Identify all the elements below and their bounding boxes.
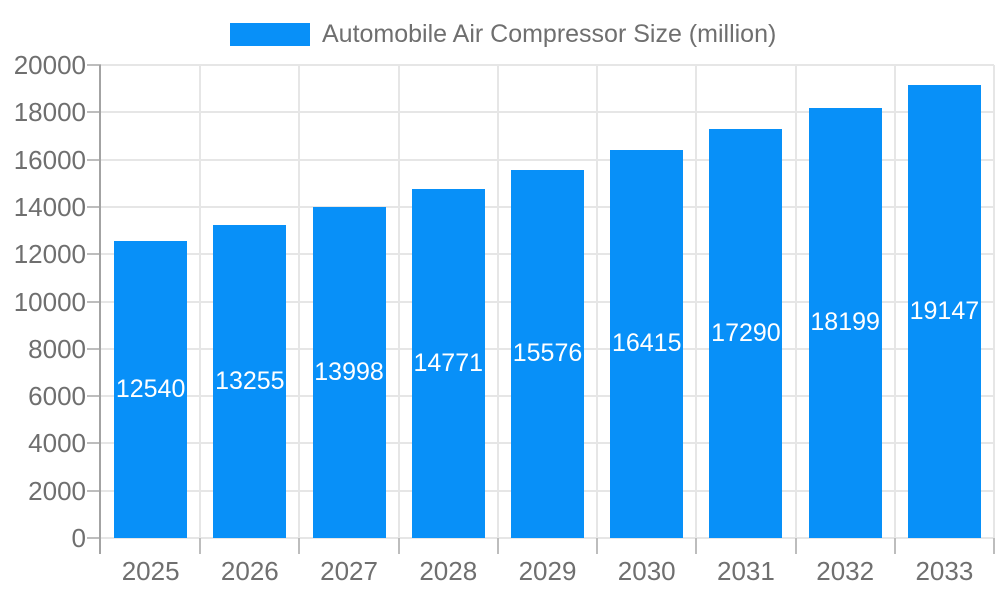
y-axis-tick-label: 20000 <box>13 50 86 80</box>
bar-value-label: 15576 <box>512 339 583 368</box>
x-axis-tick-label: 2028 <box>419 556 478 586</box>
x-gridline <box>496 65 499 538</box>
bar-value-label: 19147 <box>909 297 980 326</box>
bar[interactable]: 17290 <box>709 129 783 538</box>
y-axis-tick <box>87 205 101 208</box>
y-axis-tick-label: 4000 <box>28 428 86 459</box>
x-axis-tick-label: 2033 <box>915 556 974 586</box>
bar-value-label: 13998 <box>314 357 384 386</box>
legend-label: Automobile Air Compressor Size (million) <box>322 20 777 48</box>
x-gridline <box>794 65 797 538</box>
x-axis-tick-label: 2027 <box>320 556 378 586</box>
y-axis-tick <box>87 111 101 114</box>
x-axis-tick <box>199 538 202 554</box>
y-axis-tick <box>87 158 101 161</box>
x-gridline <box>199 65 202 538</box>
x-axis-tick-label: 2032 <box>816 556 875 586</box>
y-axis-tick-label: 8000 <box>28 333 86 364</box>
x-axis-tick <box>397 538 400 554</box>
x-axis-tick <box>993 538 995 554</box>
x-axis-tick-label: 2031 <box>717 556 775 586</box>
y-axis-tick <box>87 347 101 350</box>
bar[interactable]: 18199 <box>808 107 882 538</box>
bar[interactable]: 12540 <box>114 241 188 538</box>
x-gridline <box>893 65 896 538</box>
x-axis-tick <box>496 538 499 554</box>
bar-value-label: 14771 <box>413 348 484 377</box>
y-axis-tick-label: 0 <box>71 523 86 553</box>
y-axis-tick <box>87 537 101 539</box>
x-axis-tick <box>695 538 698 554</box>
x-gridline <box>993 65 995 538</box>
x-axis-tick-label: 2029 <box>518 556 577 586</box>
x-axis-tick <box>794 538 797 554</box>
y-axis-tick-label: 10000 <box>13 286 86 317</box>
x-gridline <box>695 65 698 538</box>
x-axis-tick-label: 2026 <box>220 556 279 586</box>
bar[interactable]: 19147 <box>907 85 981 538</box>
x-axis-tick <box>893 538 896 554</box>
bar[interactable]: 13255 <box>213 224 287 538</box>
y-axis-tick-label: 14000 <box>13 191 86 222</box>
y-axis-tick-label: 18000 <box>13 97 86 128</box>
y-axis-tick-label: 6000 <box>28 381 86 412</box>
y-gridline <box>101 111 994 114</box>
x-axis-tick <box>298 538 301 554</box>
y-axis-tick <box>87 395 101 398</box>
y-axis-tick <box>87 64 101 66</box>
bar-value-label: 18199 <box>810 308 880 337</box>
bar-value-label: 13255 <box>215 366 285 395</box>
x-axis-tick-label: 2025 <box>121 556 180 586</box>
x-gridline <box>397 65 400 538</box>
legend-swatch-icon <box>230 23 310 46</box>
y-gridline <box>101 537 994 539</box>
y-axis-tick <box>87 300 101 303</box>
bar[interactable]: 14771 <box>411 188 485 538</box>
y-axis-tick <box>87 489 101 492</box>
y-axis-tick-label: 2000 <box>28 475 86 506</box>
x-axis-tick <box>596 538 599 554</box>
x-axis-tick-label: 2030 <box>617 556 676 586</box>
bar[interactable]: 13998 <box>312 206 386 538</box>
bar-value-label: 12540 <box>115 375 186 404</box>
y-gridline <box>101 64 994 66</box>
y-axis-tick-label: 16000 <box>13 144 86 175</box>
bar-value-label: 17290 <box>711 319 781 348</box>
y-axis-tick-label: 12000 <box>13 239 86 270</box>
y-gridline <box>101 158 994 161</box>
x-gridline <box>596 65 599 538</box>
bar[interactable]: 15576 <box>511 169 584 538</box>
x-gridline <box>298 65 301 538</box>
bar-value-label: 16415 <box>611 329 682 358</box>
bar[interactable]: 16415 <box>610 149 684 538</box>
y-axis-line <box>99 65 101 554</box>
legend[interactable]: Automobile Air Compressor Size (million) <box>230 20 776 49</box>
y-axis-tick <box>87 442 101 445</box>
y-axis-tick <box>87 253 101 256</box>
